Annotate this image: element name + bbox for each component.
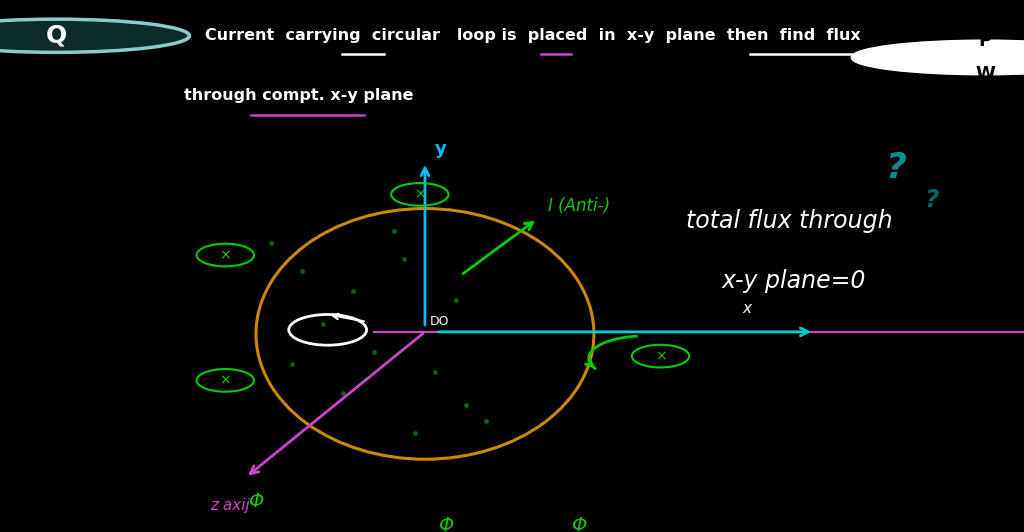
Circle shape: [852, 41, 1024, 74]
Text: z axij: z axij: [211, 497, 250, 513]
Circle shape: [0, 19, 189, 52]
Text: x: x: [742, 301, 752, 315]
Text: ?: ?: [886, 151, 906, 185]
Text: W: W: [975, 65, 995, 83]
Text: Φ: Φ: [570, 517, 587, 532]
Text: DO: DO: [430, 315, 450, 328]
Text: Current  carrying  circular   loop is  placed  in  x-y  plane  then  find  flux: Current carrying circular loop is placed…: [205, 28, 860, 43]
Text: Φ: Φ: [248, 492, 264, 511]
Text: ×: ×: [654, 349, 667, 363]
Text: 13 of 25: 13 of 25: [20, 503, 97, 521]
Text: ?: ?: [925, 188, 939, 212]
Text: ×: ×: [414, 187, 426, 202]
Text: x-y plane=0: x-y plane=0: [722, 269, 866, 293]
Text: ×: ×: [219, 373, 231, 387]
Text: y: y: [435, 140, 446, 158]
Text: Q: Q: [46, 24, 67, 48]
Text: through compt. x-y plane: through compt. x-y plane: [184, 88, 414, 103]
Text: ×: ×: [219, 248, 231, 262]
Text: I (Anti-): I (Anti-): [548, 197, 610, 214]
Text: Φ: Φ: [437, 517, 454, 532]
Text: total flux through: total flux through: [686, 209, 893, 232]
Text: P: P: [979, 32, 991, 50]
